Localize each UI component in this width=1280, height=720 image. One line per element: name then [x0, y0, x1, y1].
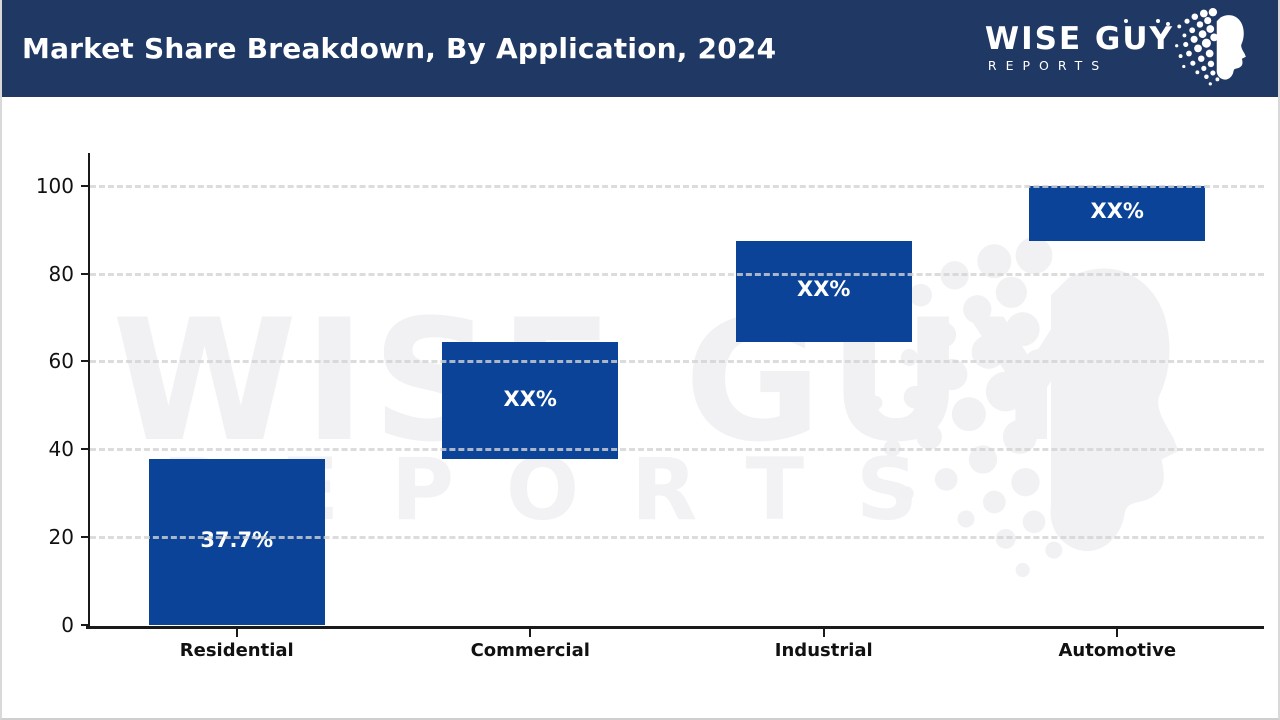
gridline-80 — [90, 272, 1264, 276]
bar-value-label: XX% — [1090, 199, 1144, 224]
y-tick-label: 20 — [48, 525, 74, 550]
y-tick-label: 100 — [35, 173, 74, 198]
y-tick-20 — [81, 536, 90, 539]
gridline-100 — [90, 184, 1264, 188]
gridline-20 — [90, 536, 1264, 540]
y-tick-40 — [81, 448, 90, 451]
bar-residential: 37.7% — [148, 459, 325, 625]
y-tick-80 — [81, 272, 90, 275]
x-tick-residential — [235, 629, 238, 637]
x-tick-automotive — [1116, 629, 1119, 637]
y-tick-label: 0 — [61, 613, 74, 637]
x-category-label: Residential — [179, 640, 294, 661]
bar-value-label: XX% — [503, 386, 557, 411]
x-category-label: Commercial — [470, 640, 590, 661]
brand-name: WISE GUY — [984, 21, 1174, 58]
x-axis-line — [86, 626, 1264, 629]
plot-area: 37.7% XX% XX% XX% — [90, 155, 1264, 625]
bar-value-label: XX% — [797, 277, 851, 302]
page-title: Market Share Breakdown, By Application, … — [22, 32, 777, 65]
logo-dot — [1156, 19, 1160, 24]
y-tick-0 — [81, 624, 90, 626]
bar-commercial: XX% — [442, 341, 619, 460]
brand-logo: WISE GUY REPORTS — [985, 7, 1248, 91]
gridline-40 — [90, 448, 1264, 452]
waterfall-chart: 37.7% XX% XX% XX% 0 20 40 60 80 100 Residential Co… — [2, 97, 1278, 718]
x-tick-industrial — [822, 629, 825, 637]
brand-subtitle: REPORTS — [987, 58, 1109, 74]
y-tick-60 — [81, 360, 90, 363]
y-tick-100 — [81, 184, 90, 187]
y-tick-label: 80 — [48, 261, 74, 286]
bar-industrial: XX% — [735, 240, 912, 342]
x-category-label: Automotive — [1058, 640, 1177, 661]
logo-dot — [1166, 22, 1170, 27]
bar-automotive: XX% — [1029, 185, 1206, 241]
wise-guy-face-icon — [1170, 7, 1248, 91]
x-category-label: Industrial — [774, 640, 873, 661]
header-bar: Market Share Breakdown, By Application, … — [2, 0, 1278, 97]
y-axis-line — [88, 153, 90, 627]
x-tick-commercial — [529, 629, 532, 637]
logo-dot — [1124, 19, 1128, 24]
y-tick-label: 60 — [48, 349, 74, 374]
bar-value-label: 37.7% — [200, 528, 274, 553]
gridline-60 — [90, 360, 1264, 364]
brand-logo-text: WISE GUY REPORTS — [984, 19, 1174, 74]
y-tick-label: 40 — [48, 437, 74, 462]
